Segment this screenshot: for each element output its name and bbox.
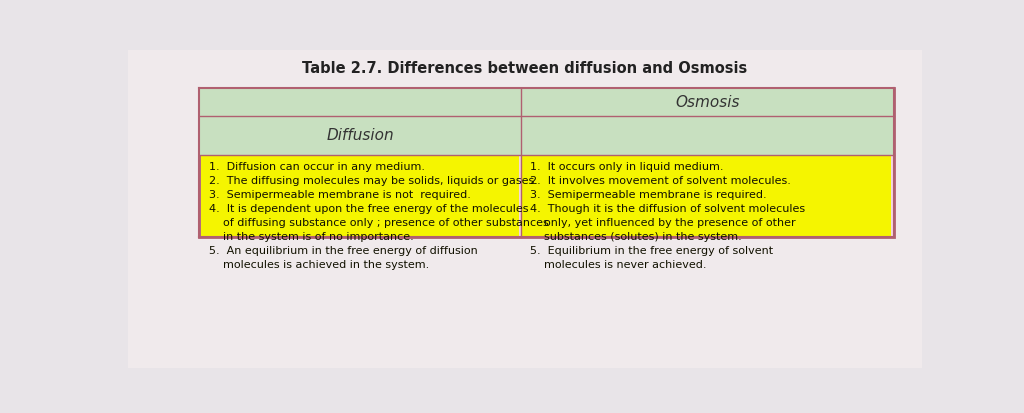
- Text: Table 2.7. Differences between diffusion and Osmosis: Table 2.7. Differences between diffusion…: [302, 61, 748, 76]
- Bar: [200, 88, 894, 116]
- Text: Osmosis: Osmosis: [675, 95, 739, 109]
- Text: Diffusion: Diffusion: [327, 128, 394, 143]
- Bar: [200, 88, 894, 237]
- Text: 1.  It occurs only in liquid medium.
2.  It involves movement of solvent molecul: 1. It occurs only in liquid medium. 2. I…: [530, 162, 806, 271]
- Bar: [522, 155, 891, 235]
- Bar: [201, 155, 519, 235]
- Text: 1.  Diffusion can occur in any medium.
2.  The diffusing molecules may be solids: 1. Diffusion can occur in any medium. 2.…: [209, 162, 549, 271]
- Bar: [200, 116, 894, 154]
